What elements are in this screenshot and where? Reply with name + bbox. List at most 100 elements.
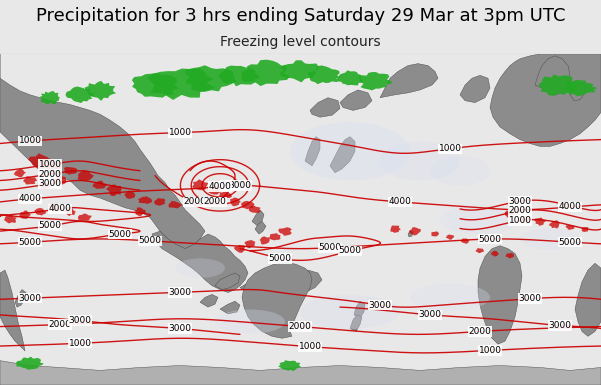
Polygon shape bbox=[350, 315, 362, 331]
Text: 5000: 5000 bbox=[138, 236, 162, 245]
Polygon shape bbox=[581, 227, 588, 232]
Text: 2000: 2000 bbox=[49, 320, 72, 329]
Polygon shape bbox=[64, 167, 77, 175]
Polygon shape bbox=[0, 270, 25, 351]
Polygon shape bbox=[380, 64, 438, 98]
Polygon shape bbox=[490, 54, 601, 146]
Text: 4000: 4000 bbox=[49, 204, 72, 213]
Text: 2000: 2000 bbox=[204, 198, 227, 206]
Text: 3000: 3000 bbox=[19, 294, 41, 303]
Polygon shape bbox=[215, 273, 240, 290]
Polygon shape bbox=[566, 225, 575, 230]
Text: 1000: 1000 bbox=[69, 339, 91, 348]
Text: 3000: 3000 bbox=[368, 301, 391, 310]
Ellipse shape bbox=[410, 284, 490, 311]
Polygon shape bbox=[475, 248, 484, 253]
Polygon shape bbox=[154, 198, 165, 206]
Polygon shape bbox=[134, 208, 146, 216]
Polygon shape bbox=[564, 80, 597, 96]
Polygon shape bbox=[269, 233, 281, 240]
Ellipse shape bbox=[380, 142, 460, 181]
Text: 5000: 5000 bbox=[269, 254, 291, 263]
Polygon shape bbox=[249, 206, 261, 213]
Text: 5000: 5000 bbox=[338, 246, 361, 255]
Text: 3000: 3000 bbox=[508, 197, 531, 206]
Polygon shape bbox=[538, 74, 576, 96]
Text: 3000: 3000 bbox=[519, 294, 542, 303]
Polygon shape bbox=[505, 253, 514, 258]
Text: 4000: 4000 bbox=[19, 194, 41, 203]
Polygon shape bbox=[519, 216, 531, 224]
Polygon shape bbox=[15, 290, 26, 307]
Polygon shape bbox=[335, 70, 362, 85]
Polygon shape bbox=[252, 210, 264, 226]
Polygon shape bbox=[446, 234, 454, 240]
Polygon shape bbox=[575, 263, 601, 336]
Polygon shape bbox=[278, 227, 292, 236]
Polygon shape bbox=[245, 240, 255, 248]
Text: 2000: 2000 bbox=[38, 170, 61, 179]
Polygon shape bbox=[490, 251, 499, 256]
Text: Precipitation for 3 hrs ending Saturday 29 Mar at 3pm UTC: Precipitation for 3 hrs ending Saturday … bbox=[35, 7, 566, 25]
Polygon shape bbox=[200, 295, 218, 307]
Polygon shape bbox=[278, 360, 301, 371]
Polygon shape bbox=[124, 191, 135, 199]
Text: 1000: 1000 bbox=[439, 144, 462, 153]
Polygon shape bbox=[240, 280, 258, 293]
Text: 2000: 2000 bbox=[221, 181, 244, 190]
Text: 2000: 2000 bbox=[508, 206, 531, 215]
Polygon shape bbox=[19, 211, 31, 219]
Polygon shape bbox=[255, 221, 266, 234]
Polygon shape bbox=[290, 270, 322, 293]
Polygon shape bbox=[570, 83, 585, 100]
Polygon shape bbox=[54, 176, 67, 184]
Text: 3000: 3000 bbox=[549, 321, 572, 330]
Polygon shape bbox=[46, 161, 62, 172]
Polygon shape bbox=[391, 226, 401, 233]
Text: 5000: 5000 bbox=[19, 238, 41, 247]
Polygon shape bbox=[504, 210, 516, 219]
Polygon shape bbox=[250, 291, 270, 305]
Polygon shape bbox=[408, 231, 413, 237]
Polygon shape bbox=[549, 220, 560, 229]
Text: 3000: 3000 bbox=[168, 288, 192, 297]
Polygon shape bbox=[460, 75, 490, 102]
Text: 4000: 4000 bbox=[558, 203, 581, 211]
Polygon shape bbox=[169, 201, 183, 208]
Text: 2000: 2000 bbox=[288, 322, 311, 331]
Polygon shape bbox=[260, 236, 270, 244]
Polygon shape bbox=[241, 201, 254, 209]
Polygon shape bbox=[220, 301, 240, 314]
Ellipse shape bbox=[300, 295, 400, 329]
Text: 3000: 3000 bbox=[228, 181, 252, 190]
Text: 3000: 3000 bbox=[418, 310, 442, 320]
Text: 3000: 3000 bbox=[168, 324, 192, 333]
Polygon shape bbox=[234, 245, 245, 253]
Text: 1000: 1000 bbox=[38, 160, 61, 169]
Text: 5000: 5000 bbox=[558, 238, 582, 247]
Polygon shape bbox=[219, 65, 259, 86]
Polygon shape bbox=[478, 246, 522, 344]
Polygon shape bbox=[48, 204, 62, 212]
Polygon shape bbox=[354, 301, 365, 318]
Polygon shape bbox=[93, 181, 107, 189]
Polygon shape bbox=[409, 227, 421, 236]
Polygon shape bbox=[14, 169, 26, 177]
Polygon shape bbox=[431, 231, 439, 236]
Ellipse shape bbox=[290, 122, 410, 181]
Polygon shape bbox=[23, 176, 37, 184]
Text: Freezing level contours: Freezing level contours bbox=[220, 35, 381, 49]
Polygon shape bbox=[280, 60, 319, 82]
Text: 3000: 3000 bbox=[69, 316, 91, 325]
Text: 5000: 5000 bbox=[478, 234, 501, 244]
Polygon shape bbox=[40, 181, 50, 189]
Text: 1000: 1000 bbox=[299, 342, 322, 351]
Ellipse shape bbox=[175, 258, 225, 278]
Polygon shape bbox=[185, 65, 237, 92]
Polygon shape bbox=[0, 54, 205, 249]
Polygon shape bbox=[64, 208, 76, 216]
Polygon shape bbox=[40, 91, 60, 104]
Ellipse shape bbox=[440, 205, 520, 234]
Polygon shape bbox=[359, 72, 392, 90]
Text: 1000: 1000 bbox=[508, 216, 531, 225]
